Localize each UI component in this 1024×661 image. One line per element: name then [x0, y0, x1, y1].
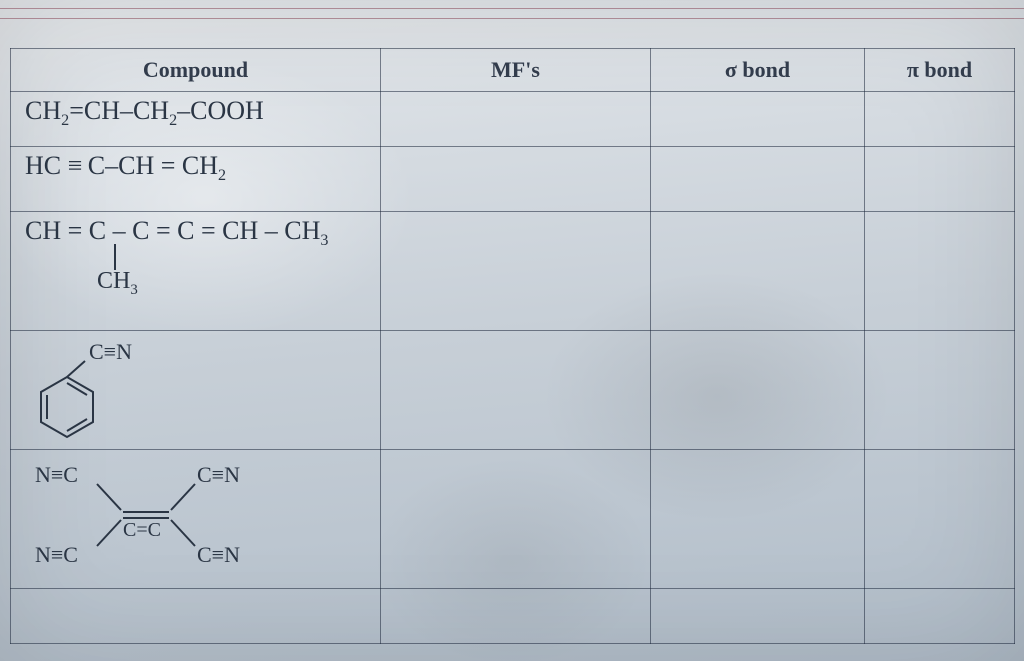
col-compound-header: Compound	[11, 49, 381, 92]
sigma-cell	[651, 147, 865, 212]
benzonitrile-icon: C≡N	[19, 335, 159, 445]
mf-cell	[381, 589, 651, 644]
table-body: CH2=CH–CH2–COOH HC ≡ C–CH = CH2 CH = C –…	[11, 92, 1015, 644]
table-row: C≡N	[11, 331, 1015, 450]
table-row: CH2=CH–CH2–COOH	[11, 92, 1015, 147]
pi-cell	[865, 331, 1015, 450]
compound-table: Compound MF's σ bond π bond CH2=CH–CH2–C…	[10, 48, 1015, 644]
pi-cell	[865, 450, 1015, 589]
center-label: C=C	[123, 519, 161, 541]
branch-main: CH = C – C = C = CH – CH3	[25, 216, 328, 246]
formula-linear: CH2=CH–CH2–COOH	[19, 96, 264, 125]
compound-cell: CH = C – C = C = CH – CH3 CH3	[11, 212, 381, 331]
table-header-row: Compound MF's σ bond π bond	[11, 49, 1015, 92]
compound-cell	[11, 589, 381, 644]
compound-cell: C≡N	[11, 331, 381, 450]
formula-linear: HC ≡ C–CH = CH2	[19, 151, 226, 180]
mf-cell	[381, 450, 651, 589]
sigma-cell	[651, 450, 865, 589]
tl-label: N≡C	[35, 462, 78, 487]
mf-cell	[381, 331, 651, 450]
compound-cell: CH2=CH–CH2–COOH	[11, 92, 381, 147]
mf-cell	[381, 212, 651, 331]
table-row: CH = C – C = C = CH – CH3 CH3	[11, 212, 1015, 331]
pi-cell	[865, 589, 1015, 644]
sigma-cell	[651, 589, 865, 644]
rule-line-2	[0, 18, 1024, 19]
worksheet-page: Compound MF's σ bond π bond CH2=CH–CH2–C…	[0, 0, 1024, 661]
tcne-icon: N≡C N≡C C≡N C≡N C=C	[19, 454, 279, 578]
mf-cell	[381, 92, 651, 147]
cn-label: C≡N	[89, 339, 132, 364]
sigma-cell	[651, 92, 865, 147]
branch-substituent: CH3	[97, 268, 138, 295]
sigma-cell	[651, 212, 865, 331]
table-row: HC ≡ C–CH = CH2	[11, 147, 1015, 212]
col-mf-header: MF's	[381, 49, 651, 92]
bl-label: N≡C	[35, 542, 78, 567]
compound-cell: HC ≡ C–CH = CH2	[11, 147, 381, 212]
compound-cell: N≡C N≡C C≡N C≡N C=C	[11, 450, 381, 589]
rule-line-1	[0, 8, 1024, 9]
mf-cell	[381, 147, 651, 212]
branch-bond-line	[114, 244, 116, 270]
table-row: N≡C N≡C C≡N C≡N C=C	[11, 450, 1015, 589]
tr-label: C≡N	[197, 462, 240, 487]
formula-branched: CH = C – C = C = CH – CH3 CH3	[19, 216, 328, 246]
table-row	[11, 589, 1015, 644]
sigma-cell	[651, 331, 865, 450]
pi-cell	[865, 212, 1015, 331]
col-sigma-header: σ bond	[651, 49, 865, 92]
pi-cell	[865, 92, 1015, 147]
pi-cell	[865, 147, 1015, 212]
br-label: C≡N	[197, 542, 240, 567]
col-pi-header: π bond	[865, 49, 1015, 92]
